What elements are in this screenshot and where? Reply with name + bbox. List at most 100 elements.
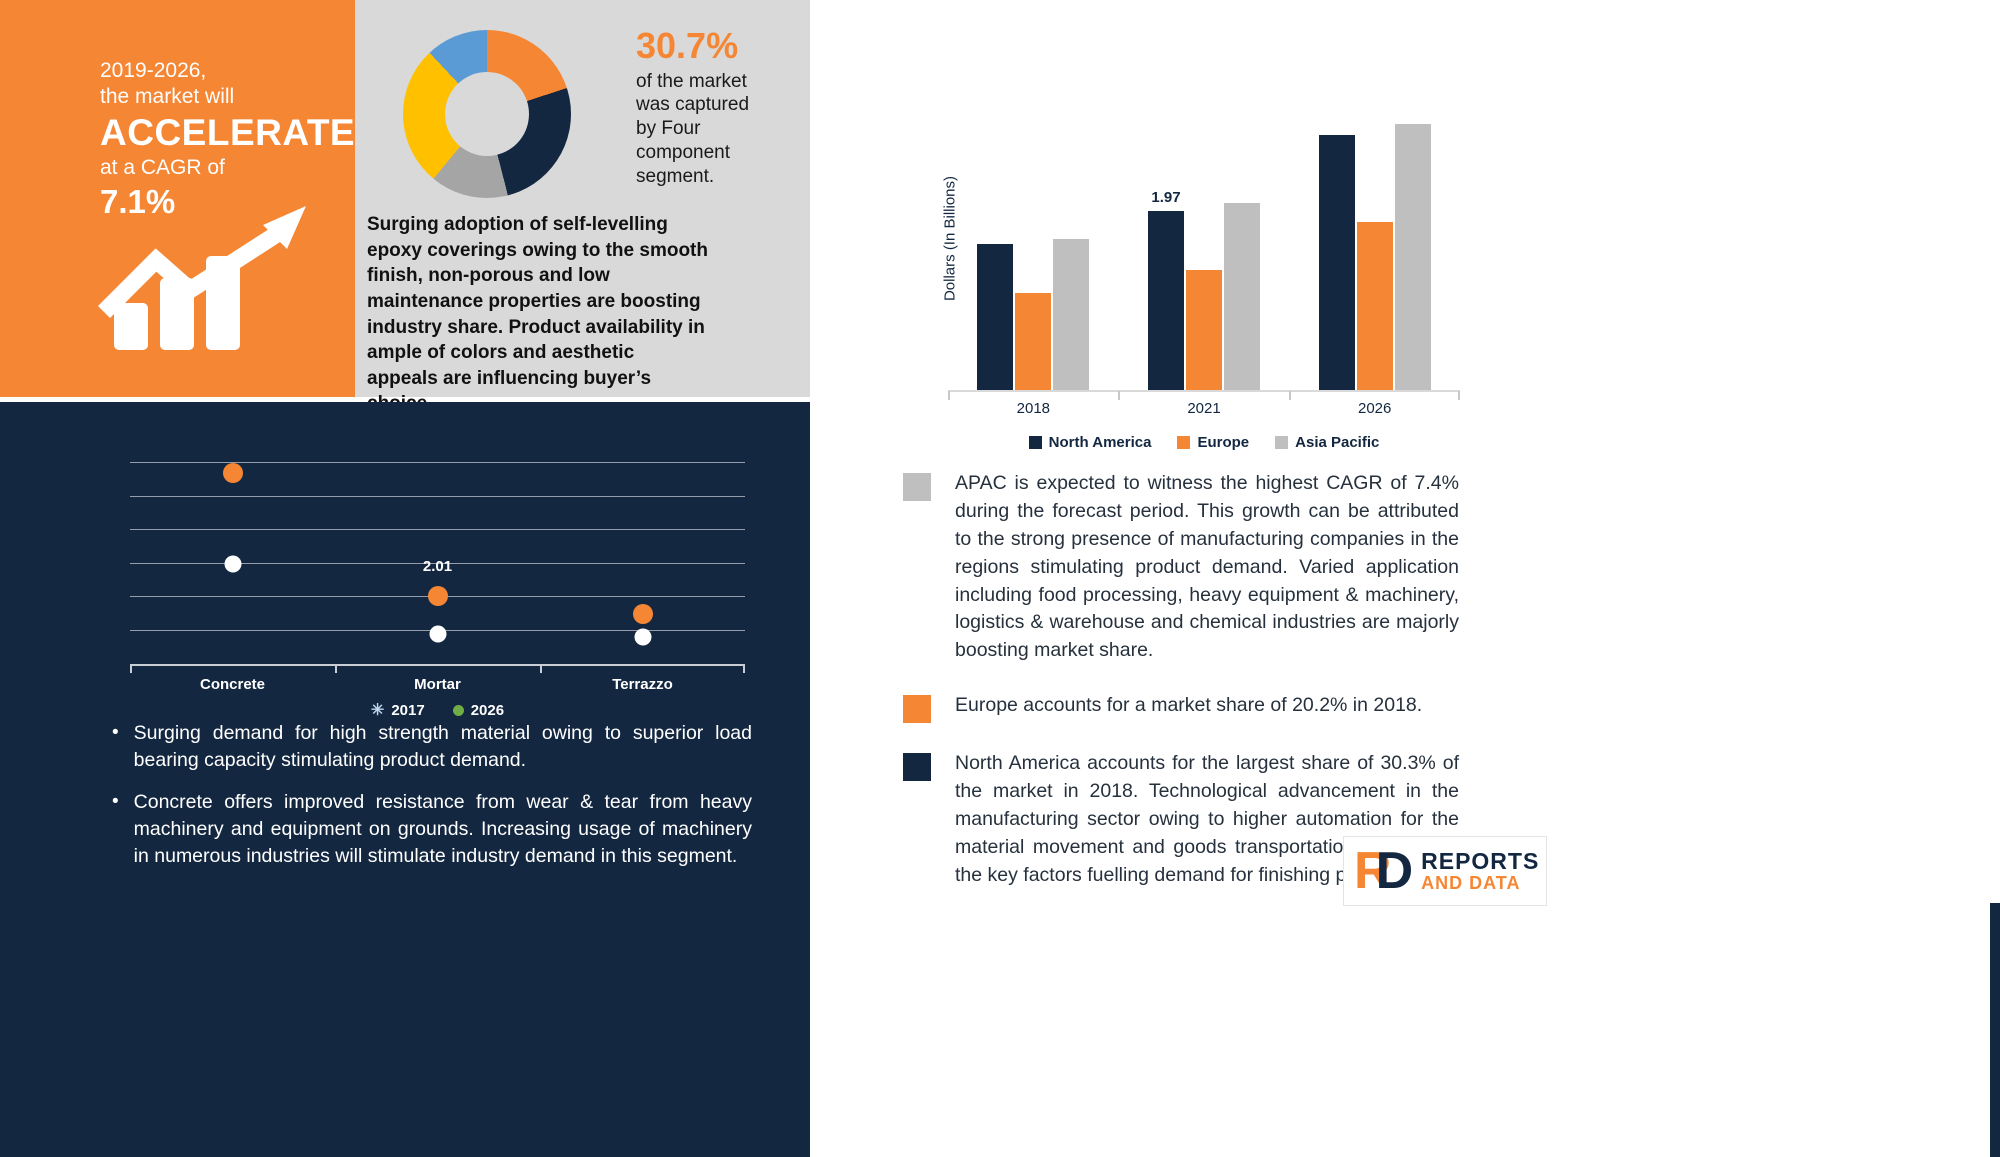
- segment-stat-desc: of the market was captured by Four compo…: [636, 70, 750, 187]
- bullet-swatch: [903, 753, 931, 782]
- cagr-line-accelerate: ACCELERATE: [100, 111, 356, 153]
- region-section: Dollars (In Billions) 1.97 2018 2021 2026 …: [830, 0, 2000, 1157]
- bar-asia-pacific: [1394, 124, 1431, 390]
- bullet-text: North America accounts for the largest s…: [955, 752, 1459, 886]
- axis-tick: [540, 665, 542, 673]
- legend-item: Europe: [1177, 434, 1249, 451]
- axis-tick-label: 2026: [1357, 400, 1392, 417]
- bar-europe: [1015, 292, 1052, 390]
- axis-tick: [130, 665, 132, 673]
- material-panel: 2.01 Concrete Mortar Terrazzo ✳ 2017 2026 • S…: [0, 402, 810, 1157]
- data-label: 2.01: [422, 558, 453, 576]
- data-point-2026: [427, 586, 448, 607]
- bar-wrap: 1.97: [1148, 189, 1184, 390]
- bullet-text: Surging demand for high strength materia…: [133, 722, 752, 771]
- legend-swatch: [1028, 436, 1042, 449]
- bar-north-america: [977, 244, 1014, 390]
- data-point-2017: [429, 625, 446, 643]
- logo-line-anddata: AND DATA: [1421, 872, 1521, 893]
- bar-wrap: [1394, 124, 1431, 390]
- bar-north-america: [1148, 210, 1184, 390]
- region-bullet: APAC is expected to witness the highest …: [903, 470, 1459, 665]
- data-point-2026: [632, 603, 653, 624]
- gridline: [130, 529, 745, 530]
- donut-hole: [445, 72, 529, 156]
- material-bullet: • Surging demand for high strength materi…: [112, 720, 752, 774]
- bar-wrap: [1186, 269, 1222, 390]
- axis-tick: [335, 665, 337, 673]
- category-label: Concrete: [199, 676, 266, 693]
- bullet-swatch: [903, 695, 931, 724]
- logo-monogram-d: D: [1375, 842, 1414, 900]
- bullet-marker: •: [112, 722, 119, 743]
- asterisk-marker: ✳: [370, 702, 385, 719]
- cagr-panel: 2019-2026, the market will ACCELERATE at…: [0, 0, 355, 397]
- cagr-line-years: 2019-2026,: [100, 59, 207, 82]
- bar-wrap: [1015, 292, 1052, 390]
- bar-europe: [1356, 221, 1393, 390]
- right-edge-strip: [1990, 903, 2000, 1157]
- axis-tick: [1458, 391, 1460, 400]
- material-bullets: • Surging demand for high strength materi…: [112, 720, 752, 885]
- reports-and-data-logo: R D REPORTS AND DATA: [1343, 836, 1547, 906]
- bar-value-label: 1.97: [1151, 188, 1181, 206]
- bar-group: 1.97: [1119, 110, 1290, 390]
- bar-plot: 1.97: [948, 110, 1460, 400]
- legend-item: North America: [1028, 434, 1152, 451]
- bar-wrap: [977, 244, 1014, 390]
- cagr-value: 7.1%: [100, 183, 176, 221]
- gridline: [130, 462, 745, 463]
- bullet-text: Concrete offers improved resistance from…: [133, 790, 752, 867]
- green-dot-marker: [452, 704, 464, 716]
- cagr-text-block: 2019-2026, the market will ACCELERATE at…: [100, 58, 355, 221]
- gridline: [130, 562, 745, 564]
- bar-group: [948, 110, 1119, 390]
- data-point-2026: [222, 463, 243, 484]
- data-point-2017: [224, 555, 241, 572]
- bar-categories: 2018 2021 2026: [948, 400, 1460, 417]
- region-bullets: APAC is expected to witness the highest …: [903, 470, 1459, 917]
- dot-plot-legend: ✳ 2017 2026: [130, 700, 745, 720]
- bar-europe: [1186, 269, 1222, 390]
- material-bullet: • Concrete offers improved resistance fro…: [112, 789, 752, 870]
- bar-legend: North America Europe Asia Pacific: [898, 434, 1510, 451]
- segment-body-text: Surging adoption of self-levelling epoxy…: [367, 214, 708, 414]
- cagr-line-market: the market will: [100, 85, 235, 109]
- legend-item: Asia Pacific: [1275, 434, 1379, 451]
- bar-wrap: [1356, 221, 1393, 390]
- gridline: [130, 495, 745, 497]
- bar-asia-pacific: [1053, 238, 1090, 390]
- axis-tick: [948, 391, 950, 400]
- legend-label: Europe: [1197, 434, 1250, 451]
- dot-plot-categories: Concrete Mortar Terrazzo: [130, 676, 745, 693]
- logo-monogram-r: R: [1354, 842, 1392, 900]
- bullet-text: APAC is expected to witness the highest …: [955, 472, 1459, 662]
- cagr-line-atcagr: at a CAGR of: [100, 156, 225, 180]
- bar-north-america: [1318, 135, 1355, 390]
- segment-stat-block: 30.7% of the market was captured by Four…: [636, 26, 771, 188]
- bar-wrap: [1318, 135, 1355, 390]
- bullet-text: Europe accounts for a market share of 20…: [955, 694, 1423, 717]
- bar-wrap: [1224, 202, 1260, 390]
- category-label: Mortar: [414, 676, 461, 693]
- legend-swatch: [1275, 436, 1289, 449]
- axis-tick: [1118, 391, 1120, 400]
- segment-panel: 30.7% of the market was captured by Four…: [355, 0, 810, 414]
- logo-wordmark: REPORTS AND DATA: [1421, 849, 1539, 892]
- legend-label: Asia Pacific: [1295, 434, 1380, 451]
- data-point-2017: [634, 628, 651, 646]
- bullet-swatch: [903, 473, 931, 501]
- growth-arrow-icon: [98, 206, 306, 350]
- axis-tick-label: 2021: [1187, 400, 1221, 417]
- legend-label: 2017: [391, 701, 425, 719]
- bullet-marker: •: [112, 790, 119, 812]
- legend-label: North America: [1048, 434, 1152, 451]
- region-bullet: Europe accounts for a market share of 20…: [903, 692, 1459, 724]
- segment-stat-value: 30.7%: [636, 25, 739, 66]
- legend-label: 2026: [470, 701, 505, 719]
- axis-tick: [1289, 391, 1291, 400]
- bar-wrap: [1053, 238, 1090, 390]
- legend-item: 2026: [452, 701, 505, 719]
- legend-item: ✳ 2017: [371, 700, 425, 720]
- axis-tick: [743, 665, 745, 673]
